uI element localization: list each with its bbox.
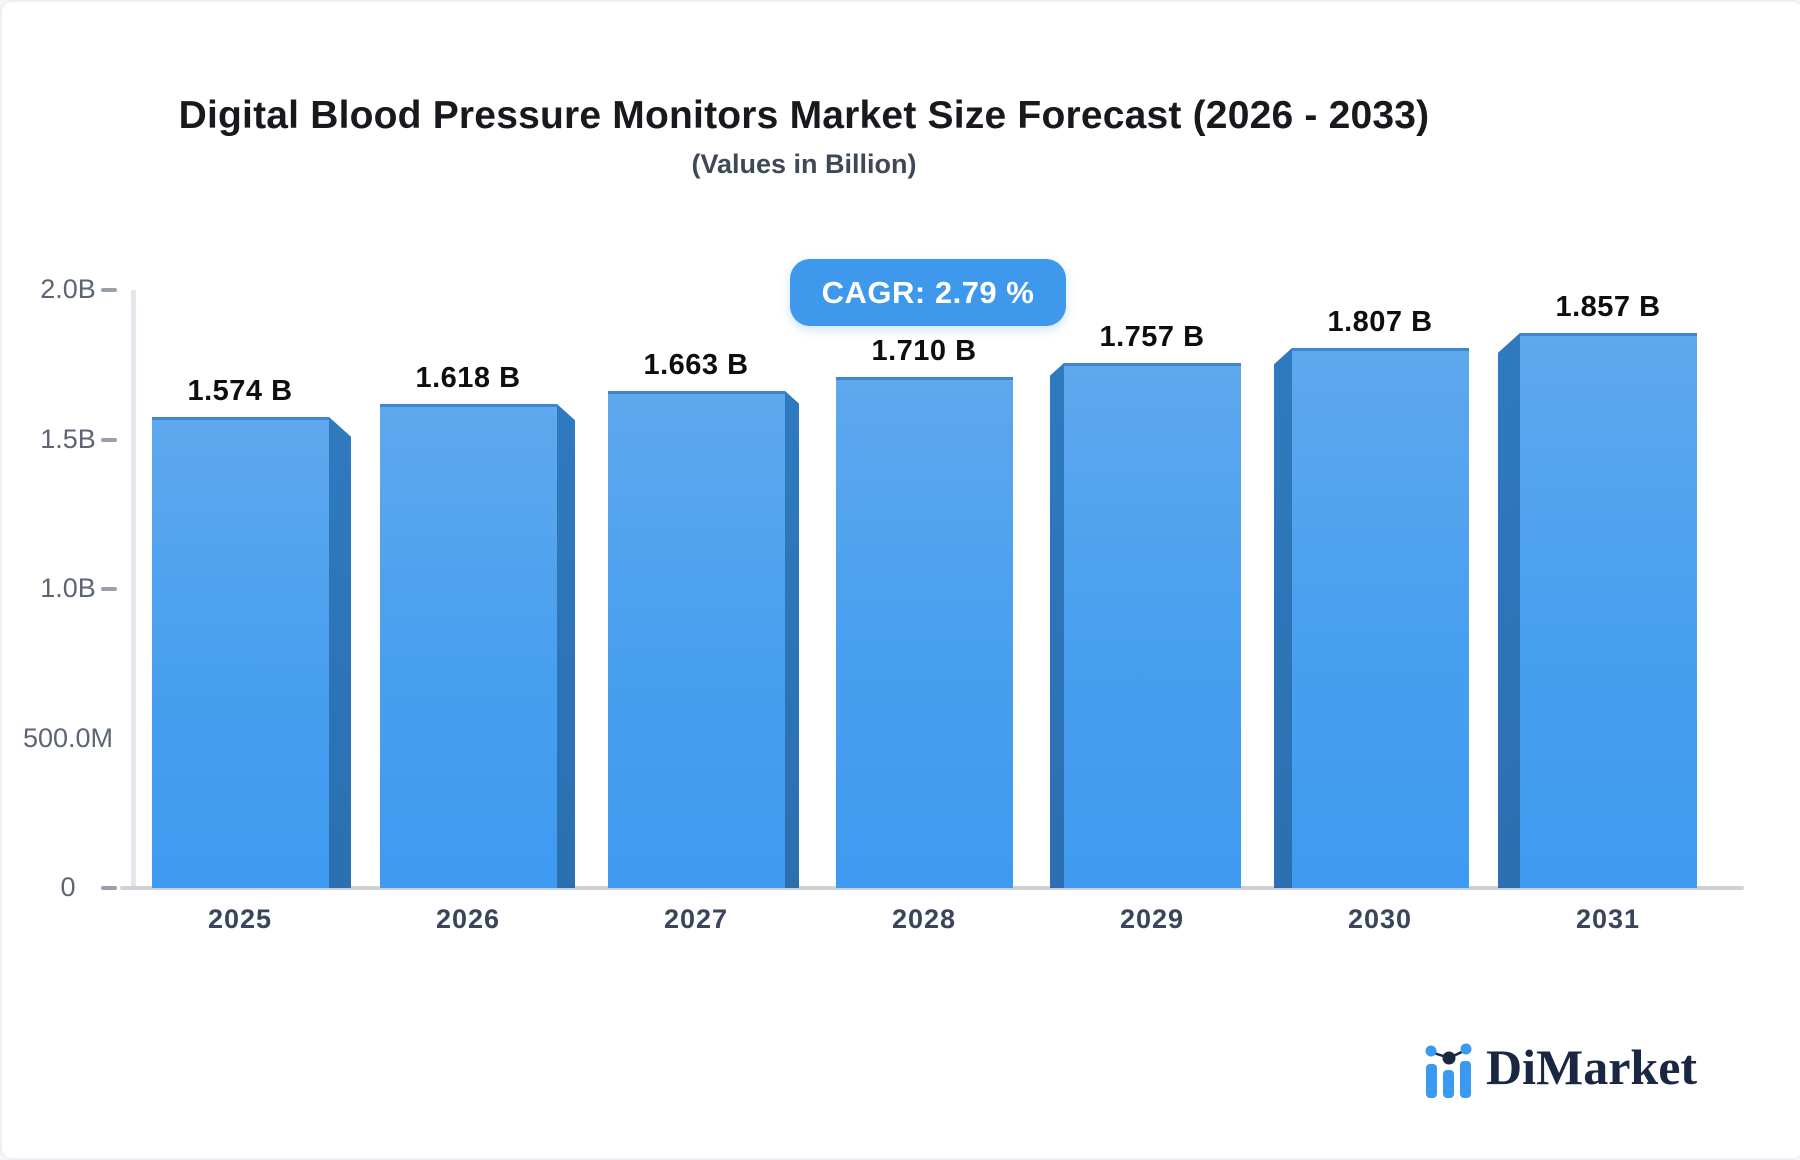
bar-face	[607, 390, 785, 888]
bar-3d-side	[1273, 347, 1292, 888]
bar-value-label: 1.574 B	[187, 375, 293, 408]
bar-3d-side	[1049, 362, 1064, 888]
bar-value-label: 1.857 B	[1555, 290, 1661, 323]
bar-face	[1063, 362, 1241, 888]
bar-3d-side	[328, 417, 351, 888]
bar-face	[379, 404, 557, 888]
y-tick-mark	[101, 288, 117, 292]
bar-3d-side	[1497, 332, 1520, 888]
bar-value-label: 1.618 B	[415, 362, 521, 395]
cagr-badge-label: CAGR: 2.79 %	[821, 274, 1035, 310]
y-tick-label: 0	[60, 872, 76, 902]
x-tick-label: 2030	[1347, 904, 1413, 934]
bar-2026	[379, 404, 575, 888]
dimarket-logo: DiMarket	[1422, 1038, 1697, 1100]
x-tick-label: 2027	[663, 904, 729, 934]
bar-face	[151, 417, 329, 888]
bar-value-label: 1.710 B	[871, 334, 977, 367]
bar-value-label: 1.663 B	[643, 348, 749, 381]
x-tick-label: 2026	[435, 904, 501, 934]
bar-3d-side	[556, 404, 575, 888]
x-axis-baseline	[120, 886, 1744, 890]
y-tick-mark	[101, 587, 117, 591]
logo-text: DiMarket	[1486, 1039, 1698, 1095]
x-tick-label: 2025	[207, 904, 273, 934]
bar-face	[835, 376, 1013, 888]
bar-2029	[1049, 362, 1241, 888]
y-tick-label: 1.5B	[40, 423, 96, 454]
mini-bar-chart-trend-icon	[1425, 1043, 1472, 1098]
x-tick-label: 2029	[1119, 904, 1185, 934]
y-tick-label: 500.0M	[22, 722, 114, 753]
cagr-badge: CAGR: 2.79 %	[790, 259, 1066, 326]
bar-2025	[151, 417, 351, 888]
y-tick-mark	[101, 886, 117, 890]
x-tick-label: 2028	[891, 904, 957, 934]
chart-title: Digital Blood Pressure Monitors Market S…	[178, 94, 1430, 137]
bar-face	[1519, 332, 1697, 888]
y-tick-mark	[101, 437, 117, 442]
bar-value-label: 1.757 B	[1099, 320, 1205, 353]
bar-3d-side	[784, 390, 799, 888]
bar-2027	[607, 390, 799, 888]
bar-2030	[1273, 347, 1469, 888]
x-tick-label: 2031	[1575, 904, 1641, 934]
bar-2031	[1497, 332, 1697, 888]
bar-2028	[835, 376, 1013, 888]
chart-subtitle: (Values in Billion)	[691, 149, 917, 179]
y-tick-label: 2.0B	[40, 274, 96, 304]
y-axis-line	[131, 290, 136, 888]
y-tick-label: 1.0B	[40, 573, 96, 603]
bar-value-label: 1.807 B	[1327, 305, 1433, 338]
bar-face	[1291, 347, 1469, 888]
